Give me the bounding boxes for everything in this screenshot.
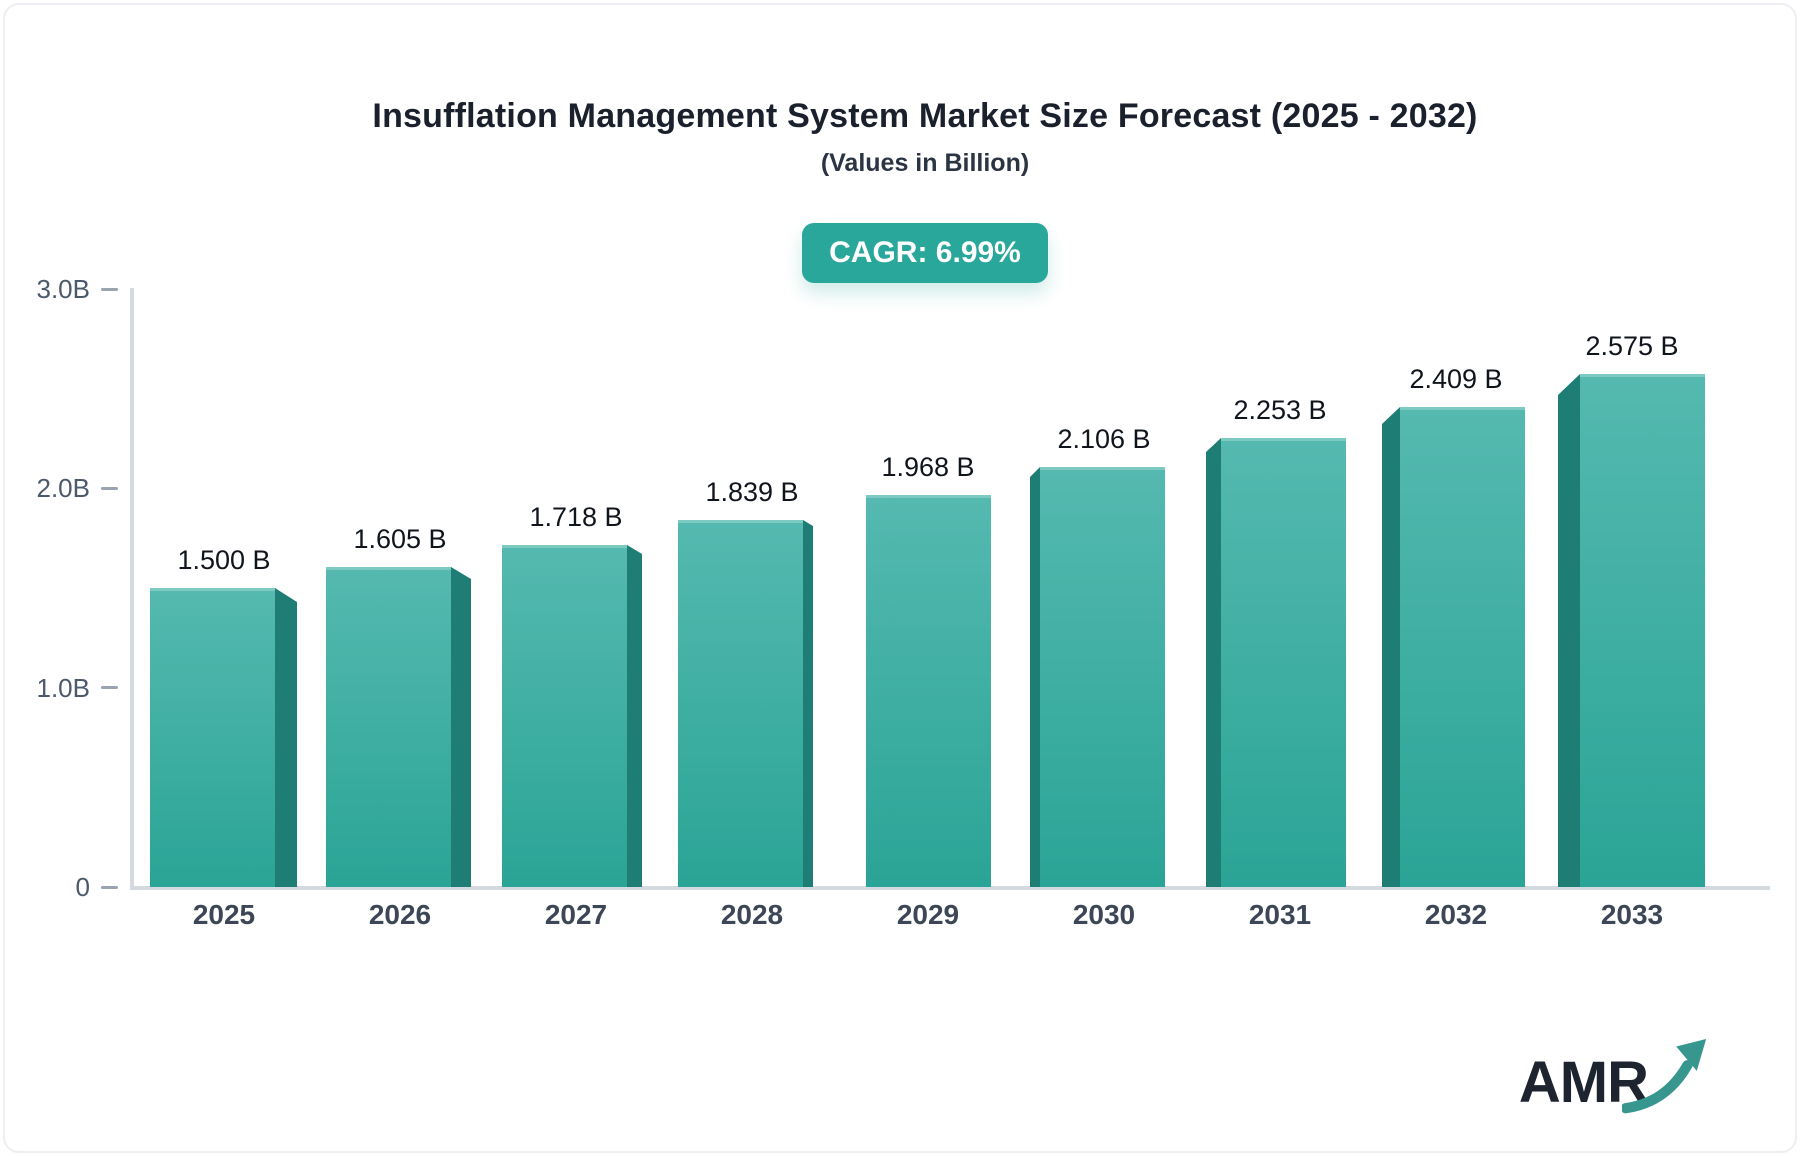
y-axis-tick <box>101 686 118 690</box>
bar-value-label: 2.409 B <box>1409 364 1503 394</box>
x-axis-label: 2031 <box>1248 899 1312 930</box>
y-axis-line <box>130 288 134 888</box>
x-axis-label: 2033 <box>1600 899 1664 930</box>
x-axis-label: 2025 <box>192 899 256 930</box>
y-axis-tick <box>101 885 118 889</box>
bar-side <box>627 545 642 887</box>
growth-arrow-icon <box>1622 1039 1707 1114</box>
bar-face <box>678 520 803 887</box>
bar-face <box>866 495 991 887</box>
bar-value-label: 2.253 B <box>1233 395 1327 425</box>
bar-value-label: 2.106 B <box>1057 424 1151 454</box>
bar-face <box>1221 438 1346 887</box>
y-axis-tick <box>101 287 118 291</box>
y-axis-tick-label: 1.0B <box>36 672 91 703</box>
bar-face <box>1040 467 1165 887</box>
bar-side <box>1558 374 1580 887</box>
bar-side <box>803 520 813 887</box>
x-axis-label: 2030 <box>1072 899 1136 930</box>
bar-side <box>451 567 471 887</box>
bar-face <box>1580 374 1705 887</box>
y-axis-tick <box>101 486 118 490</box>
bar-value-label: 1.605 B <box>353 524 447 554</box>
bar-value-label: 1.839 B <box>705 477 799 507</box>
x-axis-label: 2032 <box>1424 899 1488 930</box>
bar-face <box>1400 407 1525 887</box>
x-axis-label: 2029 <box>896 899 960 930</box>
bar-side <box>1206 438 1221 887</box>
x-axis-label: 2026 <box>368 899 432 930</box>
x-axis-label: 2027 <box>544 899 608 930</box>
amr-logo: AMR <box>1518 1037 1708 1115</box>
bar-value-label: 1.500 B <box>177 545 271 575</box>
x-axis-line <box>130 886 1770 890</box>
bar-side <box>275 588 297 887</box>
bar-value-label: 2.575 B <box>1585 331 1679 361</box>
y-axis-tick-label: 3.0B <box>36 274 91 305</box>
chart-title: Insufflation Management System Market Si… <box>372 97 1478 135</box>
bar-face <box>150 588 275 887</box>
cagr-badge: CAGR: 6.99% <box>802 223 1048 283</box>
bar-side <box>1382 407 1400 887</box>
bar-face <box>326 567 451 887</box>
x-axis-label: 2028 <box>720 899 784 930</box>
chart-subtitle: (Values in Billion) <box>820 149 1030 177</box>
bar-value-label: 1.968 B <box>881 452 975 482</box>
y-axis-tick-label: 0 <box>75 872 90 902</box>
amr-logo-text: AMR <box>1518 1050 1649 1115</box>
y-axis-tick-label: 2.0B <box>36 473 91 504</box>
bar-value-label: 1.718 B <box>529 502 623 532</box>
bar-face <box>502 545 627 887</box>
bar-side <box>1030 467 1040 887</box>
chart-header: Insufflation Management System Market Si… <box>50 97 1800 283</box>
